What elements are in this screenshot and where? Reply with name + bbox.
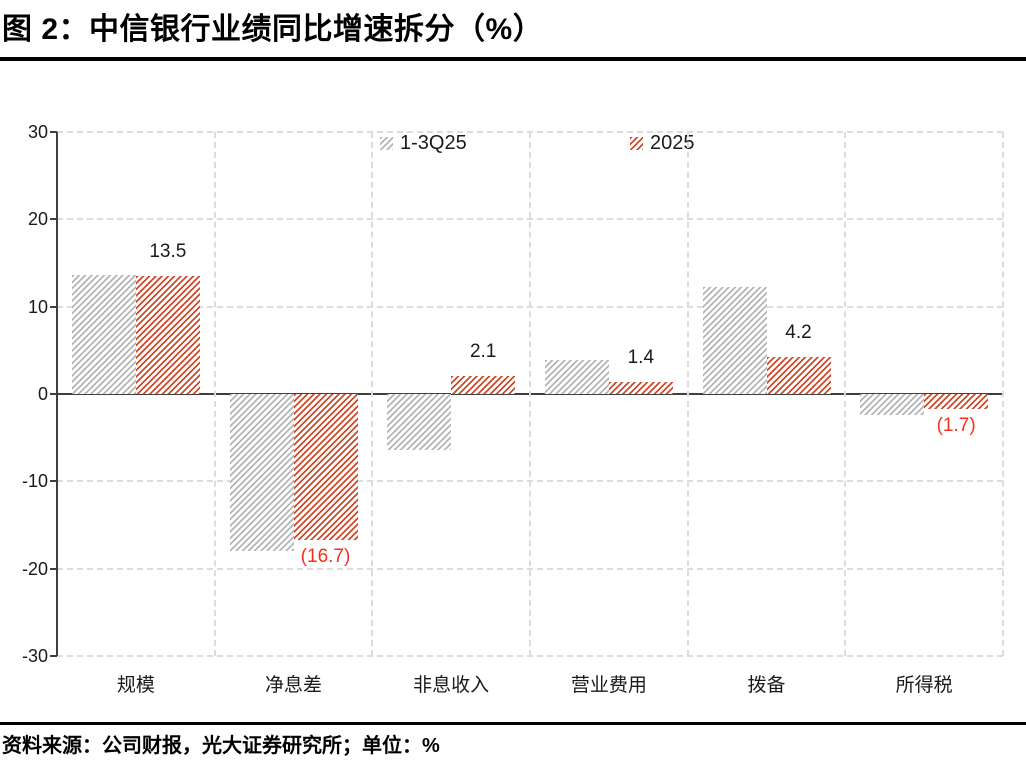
y-axis-tick-20 [50,218,57,221]
category-separator [371,132,374,656]
bar-2025-拨备 [766,357,831,394]
y-axis-tick-10 [50,305,57,308]
value-label-净息差: (16.7) [300,545,351,567]
y-axis-line [56,132,58,656]
bar-1-3Q25-拨备 [702,286,767,394]
category-separator [1002,132,1004,656]
bar-2025-营业费用 [608,381,673,394]
category-separator [213,132,216,656]
bar-1-3Q25-规模 [71,275,136,394]
category-separator [686,132,689,656]
gridline--30 [57,655,1003,657]
y-axis-tick-0 [50,393,57,395]
category-label-营业费用: 营业费用 [570,675,647,696]
y-tick-label--20: -20 [21,558,48,579]
legend-swatch-red-hatch-icon [630,136,643,150]
value-label-规模: 13.5 [149,241,187,263]
bar-2025-规模 [135,276,200,394]
value-label-非息收入: 2.1 [469,340,497,362]
bar-2025-所得税 [924,394,989,409]
y-axis-tick--10 [50,480,57,483]
value-label-营业费用: 1.4 [627,346,655,368]
bar-1-3Q25-净息差 [229,394,294,552]
y-tick-label-30: 30 [27,122,48,142]
legend-item-1-3q25: 1-3Q25 [380,130,467,156]
legend-label-1-3q25: 1-3Q25 [400,131,467,154]
bar-1-3Q25-所得税 [860,394,925,415]
y-tick-label-0: 0 [37,384,48,404]
bar-1-3Q25-营业费用 [544,359,609,394]
y-tick-label-10: 10 [27,296,48,317]
legend-label-2025: 2025 [650,131,695,154]
bar-1-3Q25-非息收入 [387,394,452,450]
category-label-所得税: 所得税 [895,675,953,696]
category-label-规模: 规模 [116,675,155,696]
y-axis-tick--30 [50,655,57,657]
bar-2025-净息差 [293,394,358,540]
value-label-所得税: (1.7) [936,414,976,436]
bar-2025-非息收入 [451,375,516,394]
footer-rule [0,722,1026,725]
y-axis-tick--20 [50,567,57,570]
category-separator [844,132,847,656]
figure-title: 图 2：中信银行业绩同比增速拆分（%） [2,13,544,46]
legend-swatch-gray-hatch-icon [380,136,393,150]
category-separator [529,132,531,656]
category-label-净息差: 净息差 [264,675,322,696]
source-note: 资料来源：公司财报，光大证券研究所；单位：% [2,735,440,757]
y-tick-label--10: -10 [21,471,48,492]
category-label-非息收入: 非息收入 [413,675,490,696]
legend-item-2025: 2025 [630,130,695,156]
y-axis-tick-30 [50,131,57,133]
title-rule [0,57,1026,61]
value-label-拨备: 4.2 [785,322,812,344]
category-label-拨备: 拨备 [747,675,786,696]
y-tick-label--30: -30 [21,646,48,666]
y-tick-label-20: 20 [27,209,48,230]
